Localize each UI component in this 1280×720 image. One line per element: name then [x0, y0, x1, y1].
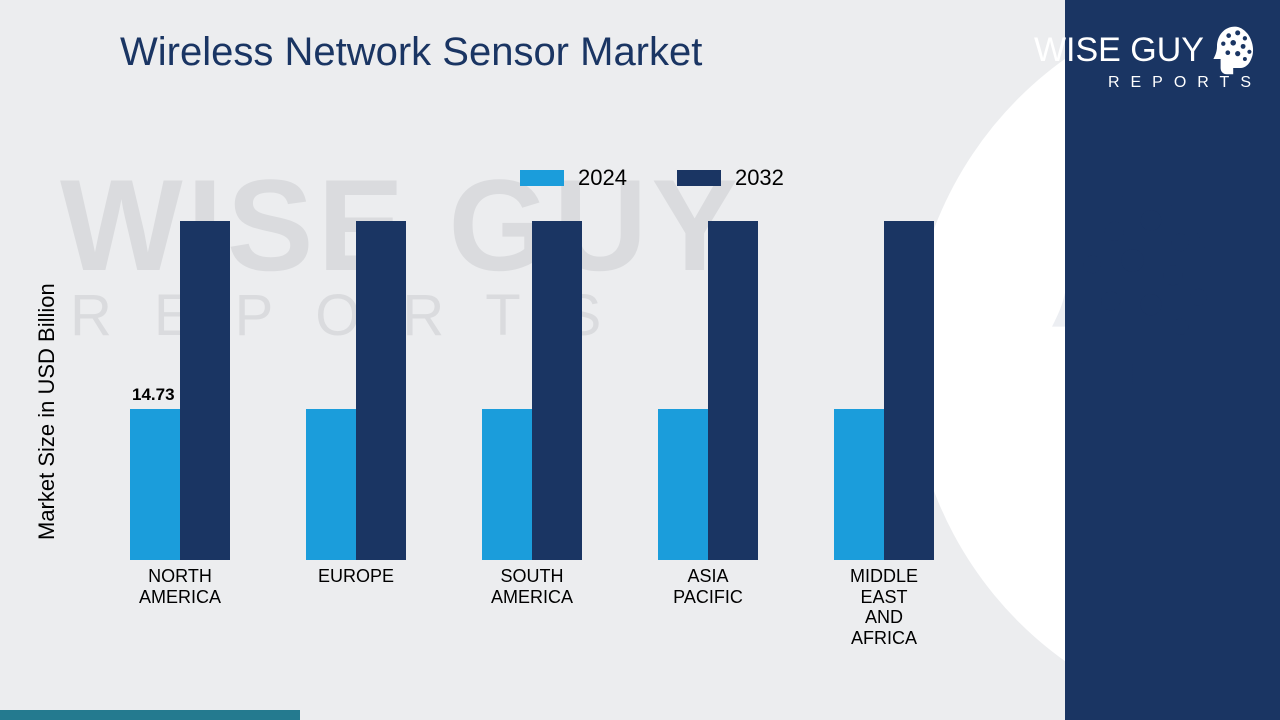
legend-label-2032: 2032: [735, 165, 784, 191]
brand-logo: WISE GUY REPORTS: [1034, 22, 1262, 92]
brand-line1: WISE GUY: [1034, 31, 1204, 70]
legend-swatch-2032: [677, 170, 721, 186]
chart-plot-area: 14.73NORTH AMERICA EUROPE SOUTH AMERICA ASI…: [110, 200, 990, 560]
chart-legend: 2024 2032: [520, 165, 784, 191]
bar-2024: [306, 409, 356, 561]
legend-swatch-2024: [520, 170, 564, 186]
x-tick-label: MIDDLE EAST AND AFRICA: [814, 566, 954, 649]
brand-head-icon: [1208, 22, 1262, 78]
bar-2024: [130, 409, 180, 561]
bar-value-label: 14.73: [132, 385, 175, 405]
bar-2032: [532, 221, 582, 560]
y-axis-label: Market Size in USD Billion: [34, 283, 60, 540]
brand-line2: REPORTS: [1034, 74, 1262, 92]
x-tick-label: NORTH AMERICA: [110, 566, 250, 607]
bar-group: SOUTH AMERICA: [482, 200, 582, 560]
side-panel: [1065, 0, 1280, 720]
bar-2032: [884, 221, 934, 560]
legend-item-2032: 2032: [677, 165, 784, 191]
bar-2032: [180, 221, 230, 560]
bar-2024: [834, 409, 884, 561]
bar-2024: [658, 409, 708, 561]
x-tick-label: ASIA PACIFIC: [638, 566, 778, 607]
bar-2032: [356, 221, 406, 560]
x-tick-label: EUROPE: [286, 566, 426, 587]
chart-title: Wireless Network Sensor Market: [120, 30, 702, 75]
legend-label-2024: 2024: [578, 165, 627, 191]
bar-2024: [482, 409, 532, 561]
bar-2032: [708, 221, 758, 560]
footer-strip: [0, 710, 300, 720]
bar-group: 14.73NORTH AMERICA: [130, 200, 230, 560]
x-tick-label: SOUTH AMERICA: [462, 566, 602, 607]
legend-item-2024: 2024: [520, 165, 627, 191]
bar-group: MIDDLE EAST AND AFRICA: [834, 200, 934, 560]
bar-group: ASIA PACIFIC: [658, 200, 758, 560]
bar-group: EUROPE: [306, 200, 406, 560]
